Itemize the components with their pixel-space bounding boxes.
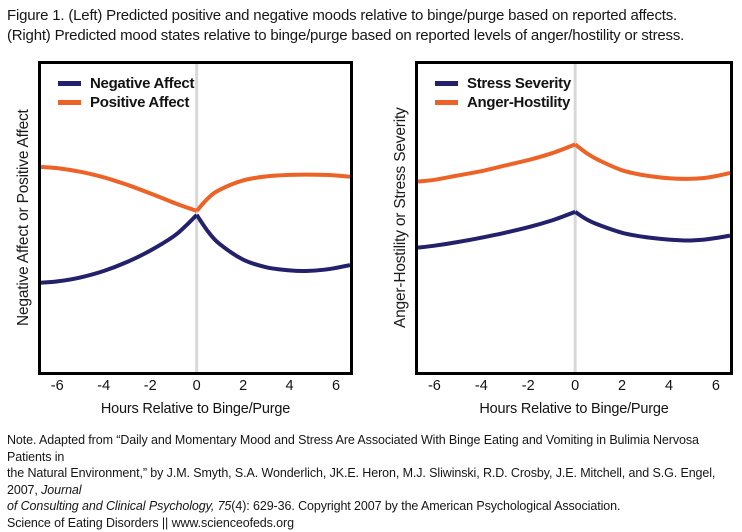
legend-stress-anger: Stress Severity Anger-Hostility xyxy=(435,73,571,113)
plot-area-stress-anger: Stress Severity Anger-Hostility xyxy=(415,61,733,375)
x-tick-label: 4 xyxy=(285,378,294,394)
charts-row: Negative Affect or Positive Affect Negat… xyxy=(0,61,742,417)
negative-affect-line-swatch xyxy=(58,81,81,86)
legend-label: Negative Affect xyxy=(90,75,195,92)
x-axis-ticks-left: -6 -4 -2 0 2 4 6 xyxy=(38,378,353,397)
x-tick-label: -4 xyxy=(474,378,488,394)
x-tick-label: 0 xyxy=(571,378,580,394)
x-tick-label: 6 xyxy=(332,378,341,394)
x-tick-label: -6 xyxy=(427,378,441,394)
legend-affect: Negative Affect Positive Affect xyxy=(58,73,194,113)
legend-label: Anger-Hostility xyxy=(467,94,571,111)
chart-stress-anger: Anger-Hostility or Stress Severity Stres… xyxy=(387,61,733,417)
plot-area-affect: Negative Affect Positive Affect xyxy=(38,61,353,375)
chart-affect: Negative Affect or Positive Affect Negat… xyxy=(10,61,353,417)
anger-hostility-line-swatch xyxy=(435,100,458,105)
legend-item-positive-affect: Positive Affect xyxy=(58,94,194,111)
x-tick-label: -2 xyxy=(521,378,535,394)
x-tick-label: 2 xyxy=(239,378,248,394)
x-tick-label: -6 xyxy=(50,378,64,394)
caption-line-2: (Right) Predicted mood states relative t… xyxy=(7,26,685,44)
x-axis-ticks-right: -6 -4 -2 0 2 4 6 xyxy=(415,378,733,397)
legend-item-stress-severity: Stress Severity xyxy=(435,75,571,92)
y-axis-label-left: Negative Affect or Positive Affect xyxy=(15,109,32,327)
legend-item-negative-affect: Negative Affect xyxy=(58,75,194,92)
legend-label: Positive Affect xyxy=(90,94,190,111)
x-tick-label: 6 xyxy=(711,378,720,394)
x-tick-label: -2 xyxy=(143,378,157,394)
note-line-2: the Natural Environment,” by J.M. Smyth,… xyxy=(7,466,716,497)
positive-affect-line-swatch xyxy=(58,100,81,105)
x-tick-label: 4 xyxy=(664,378,674,394)
note-line-3: of Consulting and Clinical Psychology, 7… xyxy=(7,499,621,514)
legend-label: Stress Severity xyxy=(467,75,571,92)
x-axis-label-left: Hours Relative to Binge/Purge xyxy=(100,401,291,417)
x-tick-label: -4 xyxy=(97,378,111,394)
note-line-4: Science of Eating Disorders || www.scien… xyxy=(7,515,294,530)
y-axis-label-right: Anger-Hostility or Stress Severity xyxy=(392,107,409,329)
caption-line-1: Figure 1. (Left) Predicted positive and … xyxy=(7,7,677,24)
figure-note: Note. Adapted from “Daily and Momentary … xyxy=(0,417,742,532)
stress-anger-lines-svg xyxy=(418,64,730,372)
figure-caption: Figure 1. (Left) Predicted positive and … xyxy=(0,0,742,45)
note-line-1: Note. Adapted from “Daily and Momentary … xyxy=(7,433,699,464)
x-axis-label-right: Hours Relative to Binge/Purge xyxy=(479,401,669,417)
stress-severity-line-swatch xyxy=(435,81,458,86)
x-tick-label: 0 xyxy=(192,378,201,394)
legend-item-anger-hostility: Anger-Hostility xyxy=(435,94,571,111)
x-tick-label: 2 xyxy=(618,378,627,394)
affect-lines-svg xyxy=(41,64,350,372)
